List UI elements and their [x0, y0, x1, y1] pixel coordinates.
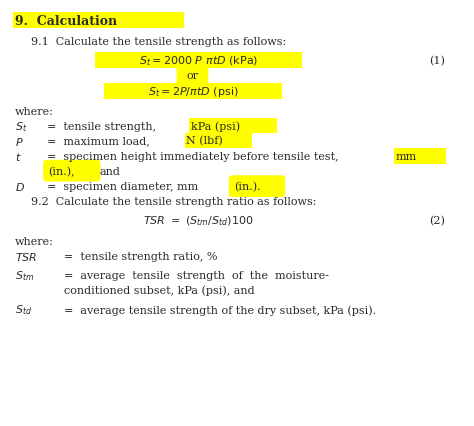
FancyBboxPatch shape [43, 161, 100, 182]
Text: mm: mm [395, 152, 417, 161]
Text: =  tensile strength,: = tensile strength, [47, 121, 156, 132]
FancyBboxPatch shape [104, 84, 282, 100]
Text: $S_{td}$: $S_{td}$ [15, 303, 32, 317]
Text: $P$: $P$ [15, 135, 24, 147]
Text: kPa (psi): kPa (psi) [191, 121, 240, 132]
FancyBboxPatch shape [176, 65, 209, 87]
FancyBboxPatch shape [189, 119, 277, 134]
Text: where:: where: [15, 107, 54, 117]
FancyBboxPatch shape [95, 53, 302, 69]
FancyBboxPatch shape [13, 13, 184, 29]
Text: $t$: $t$ [15, 151, 22, 163]
Text: $TSR$: $TSR$ [15, 250, 37, 262]
Text: N (lbf): N (lbf) [186, 136, 223, 147]
FancyBboxPatch shape [229, 176, 285, 198]
Text: $TSR\ =\ (S_{tm}/S_{td})100$: $TSR\ =\ (S_{tm}/S_{td})100$ [143, 214, 254, 227]
Text: =  specimen height immediately before tensile test,: = specimen height immediately before ten… [47, 152, 338, 161]
Text: or: or [186, 71, 199, 81]
Text: =  tensile strength ratio, %: = tensile strength ratio, % [64, 251, 218, 261]
Text: $S_t = 2P/\pi tD\ \mathrm{(psi)}$: $S_t = 2P/\pi tD\ \mathrm{(psi)}$ [147, 85, 238, 99]
Text: 9.2  Calculate the tensile strength ratio as follows:: 9.2 Calculate the tensile strength ratio… [31, 197, 317, 207]
Text: 9.  Calculation: 9. Calculation [15, 14, 117, 27]
Text: (in.),: (in.), [48, 166, 75, 176]
FancyBboxPatch shape [185, 134, 252, 149]
Text: =  maximum load,: = maximum load, [47, 136, 149, 146]
Text: =  average  tensile  strength  of  the  moisture-: = average tensile strength of the moistu… [64, 271, 329, 281]
Text: (2): (2) [429, 216, 446, 226]
Text: $D$: $D$ [15, 181, 25, 193]
Text: $S_{tm}$: $S_{tm}$ [15, 269, 34, 282]
Text: (in.).: (in.). [234, 181, 260, 192]
Text: =  average tensile strength of the dry subset, kPa (psi).: = average tensile strength of the dry su… [64, 305, 376, 315]
Text: and: and [100, 166, 120, 176]
Text: $S_t$: $S_t$ [15, 120, 27, 133]
Text: $S_t = 2000\ P\ \pi tD\ \mathrm{(kPa)}$: $S_t = 2000\ P\ \pi tD\ \mathrm{(kPa)}$ [139, 54, 258, 67]
Text: (1): (1) [429, 55, 446, 66]
Text: 9.1  Calculate the tensile strength as follows:: 9.1 Calculate the tensile strength as fo… [31, 37, 287, 47]
FancyBboxPatch shape [394, 149, 447, 164]
Text: conditioned subset, kPa (psi), and: conditioned subset, kPa (psi), and [64, 285, 255, 296]
Text: =  specimen diameter, mm: = specimen diameter, mm [47, 182, 198, 192]
Text: where:: where: [15, 236, 54, 246]
